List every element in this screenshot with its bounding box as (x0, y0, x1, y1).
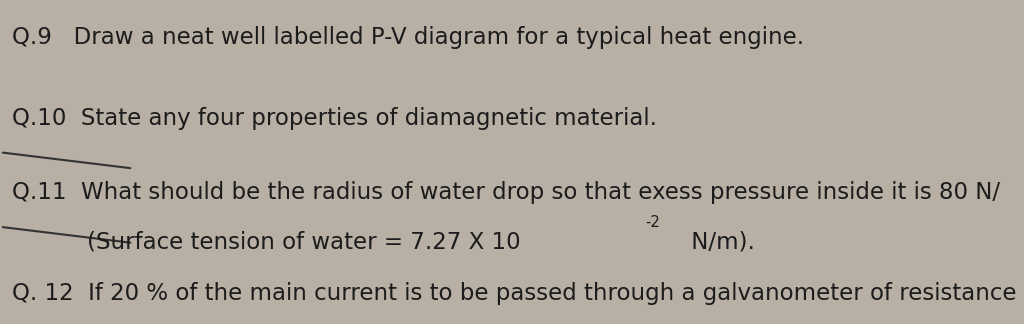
Text: Q.10  State any four properties of diamagnetic material.: Q.10 State any four properties of diamag… (12, 107, 657, 130)
Text: Q.11  What should be the radius of water drop so that exess pressure inside it i: Q.11 What should be the radius of water … (12, 181, 1000, 204)
Text: (Surface tension of water = 7.27 X 10: (Surface tension of water = 7.27 X 10 (87, 230, 520, 253)
Text: -2: -2 (645, 215, 660, 230)
Text: N/m).: N/m). (684, 230, 755, 253)
Text: Q.9   Draw a neat well labelled P-V diagram for a typical heat engine.: Q.9 Draw a neat well labelled P-V diagra… (12, 26, 805, 49)
Text: Q. 12  If 20 % of the main current is to be passed through a galvanometer of res: Q. 12 If 20 % of the main current is to … (12, 282, 1017, 305)
